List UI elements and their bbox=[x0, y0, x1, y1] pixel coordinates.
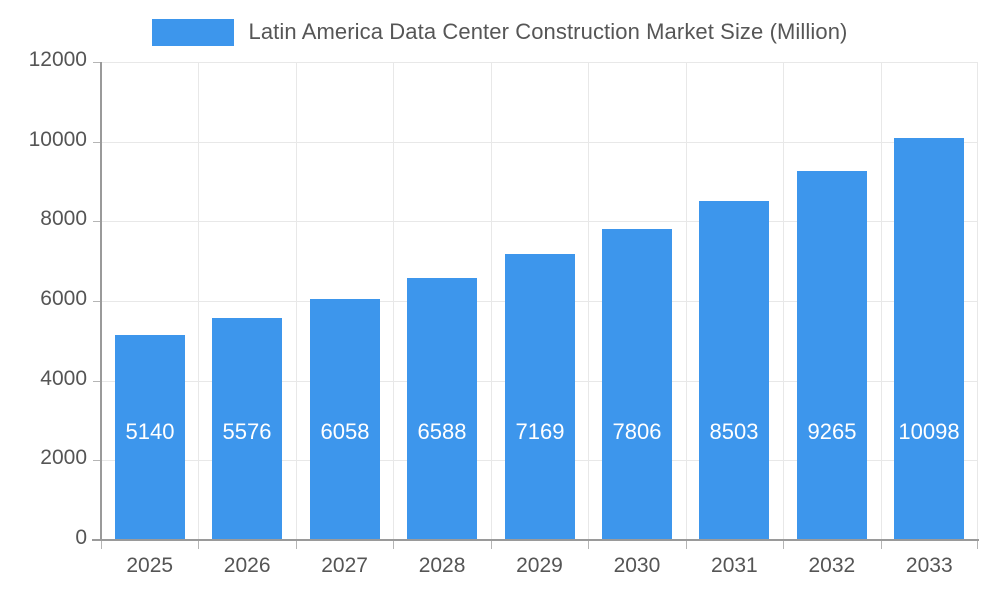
chart-legend: Latin America Data Center Construction M… bbox=[0, 14, 1000, 50]
gridline-vertical bbox=[393, 62, 394, 540]
x-tick-label-2030: 2030 bbox=[613, 554, 661, 577]
y-tick-label: 10000 bbox=[28, 127, 87, 151]
x-tick-mark bbox=[588, 540, 589, 549]
y-tick-label: 8000 bbox=[40, 207, 87, 231]
x-tick-label-2031: 2031 bbox=[711, 554, 758, 577]
y-tick-label: 2000 bbox=[40, 446, 87, 470]
gridline-vertical bbox=[881, 62, 882, 540]
gridline-vertical bbox=[491, 62, 492, 540]
gridline-horizontal bbox=[101, 141, 978, 143]
bar-2028[interactable]: 6588 bbox=[407, 277, 477, 540]
y-axis-line bbox=[100, 62, 102, 540]
gridline-vertical bbox=[977, 62, 978, 540]
x-tick-mark bbox=[296, 540, 297, 549]
y-tick-label: 4000 bbox=[40, 366, 87, 390]
y-tick-mark bbox=[93, 221, 101, 223]
y-tick-label: 6000 bbox=[40, 287, 87, 310]
bar-2025[interactable]: 5140 bbox=[115, 335, 185, 540]
bar-2029[interactable]: 7169 bbox=[505, 254, 575, 540]
gridline-vertical bbox=[783, 62, 784, 540]
bar-value-label: 7806 bbox=[612, 419, 662, 444]
x-tick-mark bbox=[783, 540, 784, 549]
x-tick-mark bbox=[881, 540, 882, 549]
bar-value-label: 5140 bbox=[125, 419, 175, 444]
x-tick-mark bbox=[198, 540, 199, 549]
x-tick-label-2027: 2027 bbox=[321, 554, 368, 577]
y-tick-mark bbox=[93, 62, 101, 63]
x-tick-label-2033: 2033 bbox=[905, 554, 953, 577]
x-tick-mark bbox=[491, 540, 492, 549]
gridline-horizontal bbox=[101, 62, 978, 63]
x-axis-line bbox=[92, 539, 979, 541]
bar-2031[interactable]: 8503 bbox=[699, 201, 769, 540]
bar-value-label: 8503 bbox=[709, 419, 759, 444]
gridline-vertical bbox=[588, 62, 589, 540]
bar-value-label: 9265 bbox=[807, 419, 857, 444]
bar-2032[interactable]: 9265 bbox=[797, 170, 867, 540]
x-tick-label-2028: 2028 bbox=[418, 554, 466, 577]
x-tick-label-2025: 2025 bbox=[126, 554, 174, 577]
gridline-horizontal bbox=[101, 221, 978, 223]
bar-2030[interactable]: 7806 bbox=[602, 229, 672, 540]
bar-value-label: 6588 bbox=[417, 419, 467, 444]
gridline-vertical bbox=[198, 62, 199, 540]
x-tick-mark bbox=[393, 540, 394, 549]
plot-area: 5140 5576 6058 6588 7169 7806 8503 9265 10098 20… bbox=[92, 62, 979, 577]
x-tick-mark bbox=[686, 540, 687, 549]
x-tick-label-2026: 2026 bbox=[223, 554, 271, 577]
x-tick-mark bbox=[977, 540, 978, 549]
y-tick-mark bbox=[93, 141, 101, 143]
legend-color-swatch-icon bbox=[152, 18, 235, 46]
bar-value-label: 7169 bbox=[515, 419, 565, 444]
bar-2027[interactable]: 6058 bbox=[310, 298, 380, 540]
legend-item-0[interactable]: Latin America Data Center Construction M… bbox=[152, 18, 848, 46]
y-tick-mark bbox=[93, 460, 101, 462]
y-tick-mark bbox=[93, 380, 101, 382]
x-tick-label-2029: 2029 bbox=[516, 554, 563, 577]
y-tick-mark bbox=[93, 301, 101, 302]
y-tick-label: 0 bbox=[75, 526, 87, 549]
legend-item-label: Latin America Data Center Construction M… bbox=[248, 19, 848, 44]
x-tick-mark bbox=[101, 540, 102, 549]
bar-value-label: 10098 bbox=[898, 419, 960, 444]
bar-2033[interactable]: 10098 bbox=[894, 137, 964, 540]
bar-2026[interactable]: 5576 bbox=[212, 317, 282, 540]
bar-value-label: 6058 bbox=[320, 419, 370, 444]
gridline-vertical bbox=[686, 62, 687, 540]
gridline-vertical bbox=[296, 62, 297, 540]
x-tick-label-2032: 2032 bbox=[808, 554, 856, 577]
y-tick-label: 12000 bbox=[28, 48, 87, 71]
bar-value-label: 5576 bbox=[222, 419, 272, 444]
